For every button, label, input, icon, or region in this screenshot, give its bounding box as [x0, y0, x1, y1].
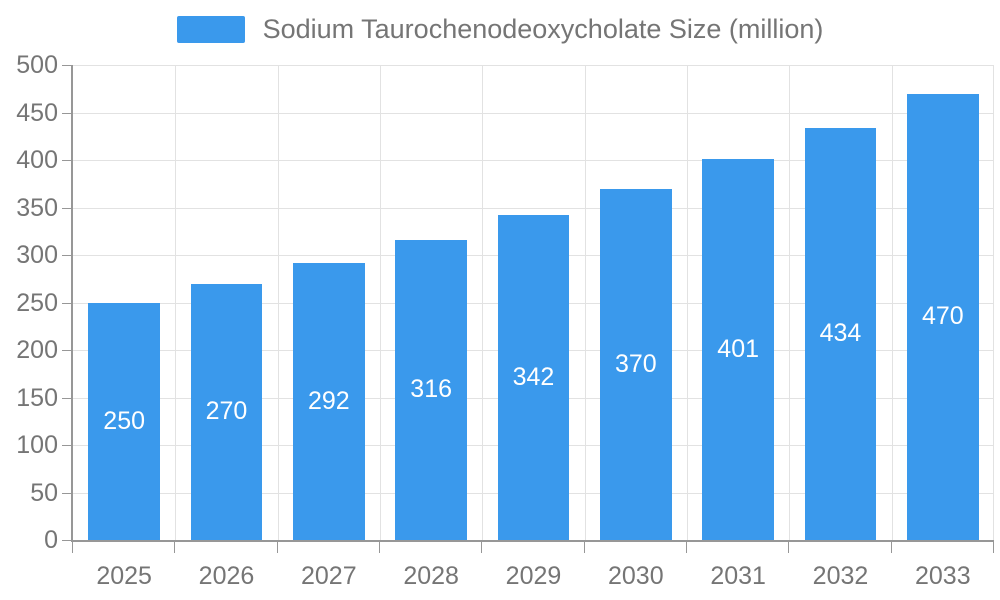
y-tick-350: [62, 207, 71, 209]
gridline-h-350: [73, 207, 994, 209]
gridline-v-6: [686, 65, 688, 540]
x-tick-right: [993, 542, 994, 553]
x-axis-label-2025: 2025: [96, 562, 152, 590]
y-tick-200: [62, 350, 71, 351]
bar-2031[interactable]: 401: [702, 159, 775, 540]
x-tick-3: [378, 542, 380, 553]
bar-value-label-2030: 370: [614, 349, 657, 378]
bar-2027[interactable]: 292: [292, 262, 365, 540]
x-tick-0: [72, 542, 73, 553]
y-axis-label-100: 100: [16, 431, 58, 459]
gridline-v-5: [584, 65, 586, 540]
y-tick-300: [62, 255, 71, 256]
bar-value-label-2028: 316: [410, 375, 453, 404]
y-axis-label-450: 450: [16, 98, 58, 127]
x-axis-label-2032: 2032: [812, 562, 869, 590]
bar-2032[interactable]: 434: [804, 127, 877, 540]
x-tick-1: [174, 542, 176, 553]
bar-value-label-2025: 250: [103, 406, 146, 435]
gridline-v-1: [175, 65, 177, 540]
gridline-v-4: [482, 65, 484, 540]
y-tick-0: [62, 540, 71, 541]
y-axis-label-200: 200: [16, 336, 58, 364]
y-axis-label-150: 150: [16, 383, 58, 412]
gridline-v-7: [789, 65, 791, 540]
x-axis-label-2028: 2028: [403, 562, 459, 590]
x-axis-label-2031: 2031: [710, 562, 766, 590]
bar-value-label-2027: 292: [307, 386, 350, 415]
bar-value-label-2029: 342: [512, 363, 555, 392]
x-tick-7: [788, 542, 790, 553]
y-tick-150: [62, 397, 71, 399]
bar-value-label-2026: 270: [205, 397, 248, 426]
bar-value-label-2031: 401: [717, 335, 760, 364]
bar-2028[interactable]: 316: [395, 239, 468, 540]
y-tick-50: [62, 492, 71, 494]
bar-2025[interactable]: 250: [88, 302, 161, 540]
plot-area: 250 270 292 316 342 370 401 434 470: [62, 65, 994, 553]
x-tick-5: [583, 542, 585, 553]
x-axis-label-2027: 2027: [301, 562, 357, 590]
bar-2026[interactable]: 270: [190, 283, 263, 540]
y-axis-label-250: 250: [16, 288, 58, 317]
gridline-h-450: [73, 112, 994, 114]
bar-2033[interactable]: 470: [906, 93, 979, 540]
y-axis-label-350: 350: [16, 193, 58, 222]
gridline-v-8: [891, 65, 893, 540]
y-tick-450: [62, 112, 71, 114]
gridline-v-right: [993, 65, 994, 540]
bar-value-label-2032: 434: [819, 319, 862, 348]
gridline-h-500: [73, 65, 994, 66]
legend-swatch: [176, 16, 245, 43]
y-axis-label-500: 500: [16, 51, 58, 79]
y-tick-250: [62, 302, 71, 304]
bar-value-label-2033: 470: [921, 302, 964, 331]
y-axis-label-0: 0: [44, 526, 58, 554]
bar-2030[interactable]: 370: [599, 188, 672, 540]
x-tick-8: [890, 542, 892, 553]
gridline-v-3: [379, 65, 381, 540]
x-tick-6: [685, 542, 687, 553]
gridline-h-400: [73, 160, 994, 161]
x-axis-label-2030: 2030: [608, 562, 664, 590]
x-axis-label-2026: 2026: [198, 562, 255, 590]
y-tick-400: [62, 160, 71, 161]
gridline-v-2: [277, 65, 279, 540]
legend[interactable]: Sodium Taurochenodeoxycholate Size (mill…: [0, 16, 1000, 43]
y-tick-500: [62, 65, 71, 66]
y-tick-100: [62, 445, 71, 446]
bar-2029[interactable]: 342: [497, 215, 570, 540]
x-axis-label-2033: 2033: [915, 562, 971, 590]
x-tick-2: [276, 542, 278, 553]
y-axis-label-400: 400: [16, 146, 58, 174]
x-axis-label-2029: 2029: [505, 562, 562, 590]
legend-label: Sodium Taurochenodeoxycholate Size (mill…: [262, 14, 824, 44]
y-axis-label-50: 50: [30, 478, 58, 507]
x-tick-4: [481, 542, 483, 553]
y-axis-label-300: 300: [16, 241, 58, 269]
